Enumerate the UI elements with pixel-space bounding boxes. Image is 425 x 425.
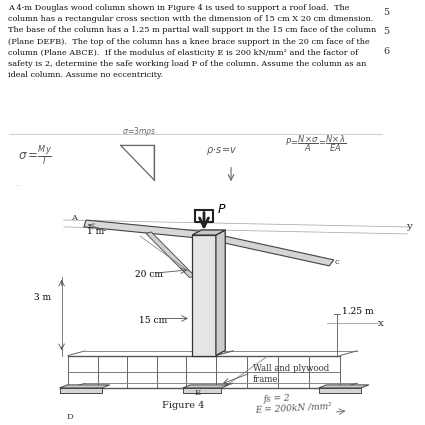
Text: Figure 4: Figure 4: [162, 401, 204, 410]
Text: 5: 5: [383, 8, 389, 17]
Polygon shape: [192, 235, 216, 355]
Text: c: c: [335, 258, 340, 266]
Text: E: E: [195, 389, 201, 397]
Text: .: .: [16, 178, 20, 188]
Polygon shape: [216, 230, 225, 355]
Text: A: A: [71, 214, 77, 222]
Polygon shape: [183, 385, 229, 388]
Polygon shape: [202, 232, 334, 266]
Text: $P$: $P$: [217, 203, 226, 216]
Text: 3 m: 3 m: [34, 293, 51, 302]
Text: x: x: [378, 319, 384, 328]
Text: 5: 5: [383, 28, 389, 37]
Text: 20 cm: 20 cm: [135, 270, 163, 279]
Text: 1 m: 1 m: [87, 227, 105, 236]
Text: E = 200kN /mm²: E = 200kN /mm²: [255, 402, 332, 414]
Polygon shape: [319, 385, 369, 388]
Text: fs = 2: fs = 2: [264, 394, 291, 404]
Polygon shape: [319, 388, 361, 393]
Text: D: D: [67, 413, 74, 421]
Text: $\rho \!\cdot\! s \!=\! v$: $\rho \!\cdot\! s \!=\! v$: [206, 145, 238, 157]
Text: 6: 6: [383, 47, 389, 56]
Polygon shape: [146, 232, 195, 278]
Text: Wall and plywood
frame: Wall and plywood frame: [253, 364, 329, 385]
Text: 15 cm: 15 cm: [139, 316, 167, 325]
Text: A 4-m Douglas wood column shown in Figure 4 is used to support a roof load.  The: A 4-m Douglas wood column shown in Figur…: [8, 4, 377, 79]
Polygon shape: [84, 220, 205, 238]
Text: 1.25 m: 1.25 m: [342, 307, 374, 316]
Text: $\sigma \!=\! 3m\rho s$: $\sigma \!=\! 3m\rho s$: [122, 125, 157, 138]
Polygon shape: [183, 388, 221, 393]
Polygon shape: [60, 385, 110, 388]
Text: $\sigma =\!\frac{My}{I}$: $\sigma =\!\frac{My}{I}$: [18, 143, 52, 167]
Polygon shape: [192, 230, 225, 235]
Text: y: y: [406, 222, 412, 232]
Polygon shape: [60, 388, 102, 393]
Text: $P\!=\!\dfrac{N\!\times\!\sigma}{A}\!=\!\dfrac{N\!\times\!\lambda}{EA}$: $P\!=\!\dfrac{N\!\times\!\sigma}{A}\!=\!…: [285, 133, 346, 154]
Text: B: B: [206, 243, 212, 251]
